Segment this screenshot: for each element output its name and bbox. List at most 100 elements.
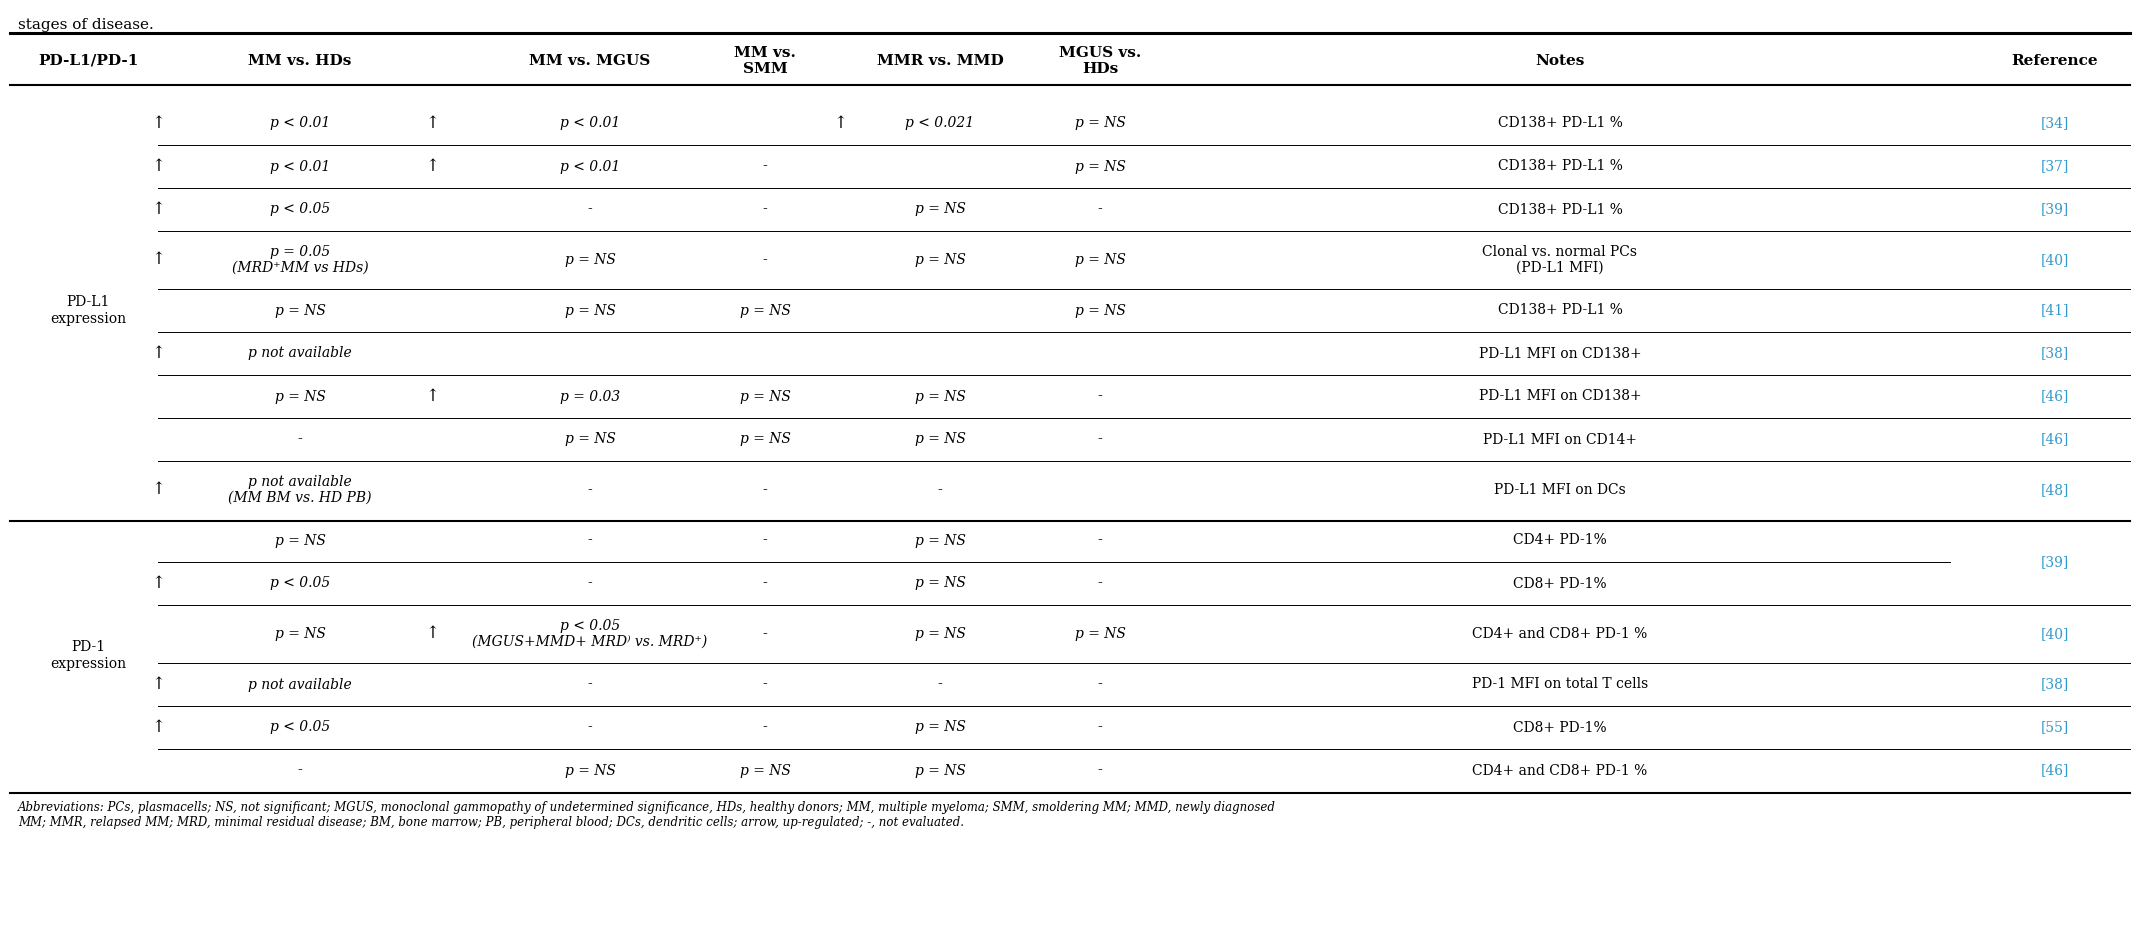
Text: MGUS vs.
HDs: MGUS vs. HDs [1059,46,1141,76]
Text: CD4+ PD-1%: CD4+ PD-1% [1513,534,1607,548]
Text: stages of disease.: stages of disease. [17,18,154,32]
Text: -: - [297,764,302,777]
Text: ↑: ↑ [832,115,847,132]
Text: CD4+ and CD8+ PD-1 %: CD4+ and CD8+ PD-1 % [1472,764,1648,777]
Text: -: - [1098,432,1102,446]
Text: p = NS: p = NS [565,432,616,446]
Text: ↑: ↑ [152,575,165,592]
Text: MM vs. HDs: MM vs. HDs [248,54,351,68]
Text: -: - [762,677,768,692]
Text: p = NS: p = NS [274,303,325,317]
Text: [46]: [46] [2042,390,2069,404]
Text: ↑: ↑ [426,388,439,405]
Text: p = NS: p = NS [740,390,790,404]
Text: p < 0.01: p < 0.01 [270,160,330,174]
Text: Notes: Notes [1534,54,1586,68]
Text: PD-L1 MFI on CD138+: PD-L1 MFI on CD138+ [1479,347,1641,361]
Text: p = NS: p = NS [740,432,790,446]
Text: ↑: ↑ [426,158,439,175]
Text: -: - [588,677,593,692]
Text: -: - [588,721,593,735]
Text: p = NS: p = NS [914,432,965,446]
Text: p = 0.05
(MRD⁺MM vs HDs): p = 0.05 (MRD⁺MM vs HDs) [231,245,368,275]
Text: [55]: [55] [2042,721,2069,735]
Text: PD-L1
expression: PD-L1 expression [49,296,126,326]
Text: -: - [588,534,593,548]
Text: [38]: [38] [2042,347,2069,361]
Text: [48]: [48] [2042,483,2069,497]
Text: [41]: [41] [2042,303,2069,317]
Text: p = NS: p = NS [914,721,965,735]
Text: p = NS: p = NS [914,764,965,777]
Text: -: - [297,432,302,446]
Text: [40]: [40] [2042,627,2069,641]
Text: -: - [762,483,768,497]
Text: p not available: p not available [248,347,351,361]
Text: [34]: [34] [2042,116,2069,130]
Text: [39]: [39] [2042,203,2069,217]
Text: PD-L1/PD-1: PD-L1/PD-1 [39,54,139,68]
Text: -: - [1098,203,1102,217]
Text: -: - [937,483,942,497]
Text: -: - [1098,677,1102,692]
Text: -: - [762,534,768,548]
Text: -: - [762,203,768,217]
Text: -: - [588,483,593,497]
Text: [37]: [37] [2042,160,2069,174]
Text: PD-L1 MFI on CD14+: PD-L1 MFI on CD14+ [1483,432,1637,446]
Text: ↑: ↑ [152,201,165,218]
Text: MM vs.
SMM: MM vs. SMM [734,46,796,76]
Text: p < 0.05: p < 0.05 [270,577,330,591]
Text: CD4+ and CD8+ PD-1 %: CD4+ and CD8+ PD-1 % [1472,627,1648,641]
Text: -: - [588,577,593,591]
Text: p = NS: p = NS [914,627,965,641]
Text: p = 0.03: p = 0.03 [561,390,621,404]
Text: ↑: ↑ [426,626,439,643]
Text: CD138+ PD-L1 %: CD138+ PD-L1 % [1498,116,1622,130]
Text: p = NS: p = NS [1074,160,1126,174]
Text: CD8+ PD-1%: CD8+ PD-1% [1513,577,1607,591]
Text: p = NS: p = NS [1074,627,1126,641]
Text: -: - [762,721,768,735]
Text: Reference: Reference [2012,54,2099,68]
Text: p = NS: p = NS [914,203,965,217]
Text: Abbreviations: PCs, plasmacells; NS, not significant; MGUS, monoclonal gammopath: Abbreviations: PCs, plasmacells; NS, not… [17,801,1275,829]
Text: CD138+ PD-L1 %: CD138+ PD-L1 % [1498,303,1622,317]
Text: [46]: [46] [2042,432,2069,446]
Text: p = NS: p = NS [565,253,616,267]
Text: PD-L1 MFI on CD138+: PD-L1 MFI on CD138+ [1479,390,1641,404]
Text: p = NS: p = NS [565,303,616,317]
Text: p < 0.01: p < 0.01 [270,116,330,130]
Text: -: - [762,253,768,267]
Text: p = NS: p = NS [914,534,965,548]
Text: PD-1
expression: PD-1 expression [49,641,126,671]
Text: MMR vs. MMD: MMR vs. MMD [877,54,1004,68]
Text: p = NS: p = NS [1074,253,1126,267]
Text: -: - [1098,764,1102,777]
Text: ↑: ↑ [152,676,165,693]
Text: p = NS: p = NS [740,303,790,317]
Text: [38]: [38] [2042,677,2069,692]
Text: CD138+ PD-L1 %: CD138+ PD-L1 % [1498,160,1622,174]
Text: p < 0.021: p < 0.021 [905,116,974,130]
Text: -: - [937,677,942,692]
Text: p = NS: p = NS [274,390,325,404]
Text: -: - [762,160,768,174]
Text: ↑: ↑ [152,482,165,498]
Text: Clonal vs. normal PCs
(PD-L1 MFI): Clonal vs. normal PCs (PD-L1 MFI) [1483,245,1637,275]
Text: -: - [1098,721,1102,735]
Text: p < 0.05
(MGUS+MMD+ MRD⁾ vs. MRD⁺): p < 0.05 (MGUS+MMD+ MRD⁾ vs. MRD⁺) [473,618,708,649]
Text: p = NS: p = NS [565,764,616,777]
Text: -: - [1098,534,1102,548]
Text: ↑: ↑ [152,158,165,175]
Text: p = NS: p = NS [1074,303,1126,317]
Text: p < 0.05: p < 0.05 [270,721,330,735]
Text: p < 0.01: p < 0.01 [561,116,621,130]
Text: PD-L1 MFI on DCs: PD-L1 MFI on DCs [1494,483,1626,497]
Text: p = NS: p = NS [914,390,965,404]
Text: CD138+ PD-L1 %: CD138+ PD-L1 % [1498,203,1622,217]
Text: p = NS: p = NS [1074,116,1126,130]
Text: ↑: ↑ [152,115,165,132]
Text: p = NS: p = NS [914,253,965,267]
Text: ↑: ↑ [426,115,439,132]
